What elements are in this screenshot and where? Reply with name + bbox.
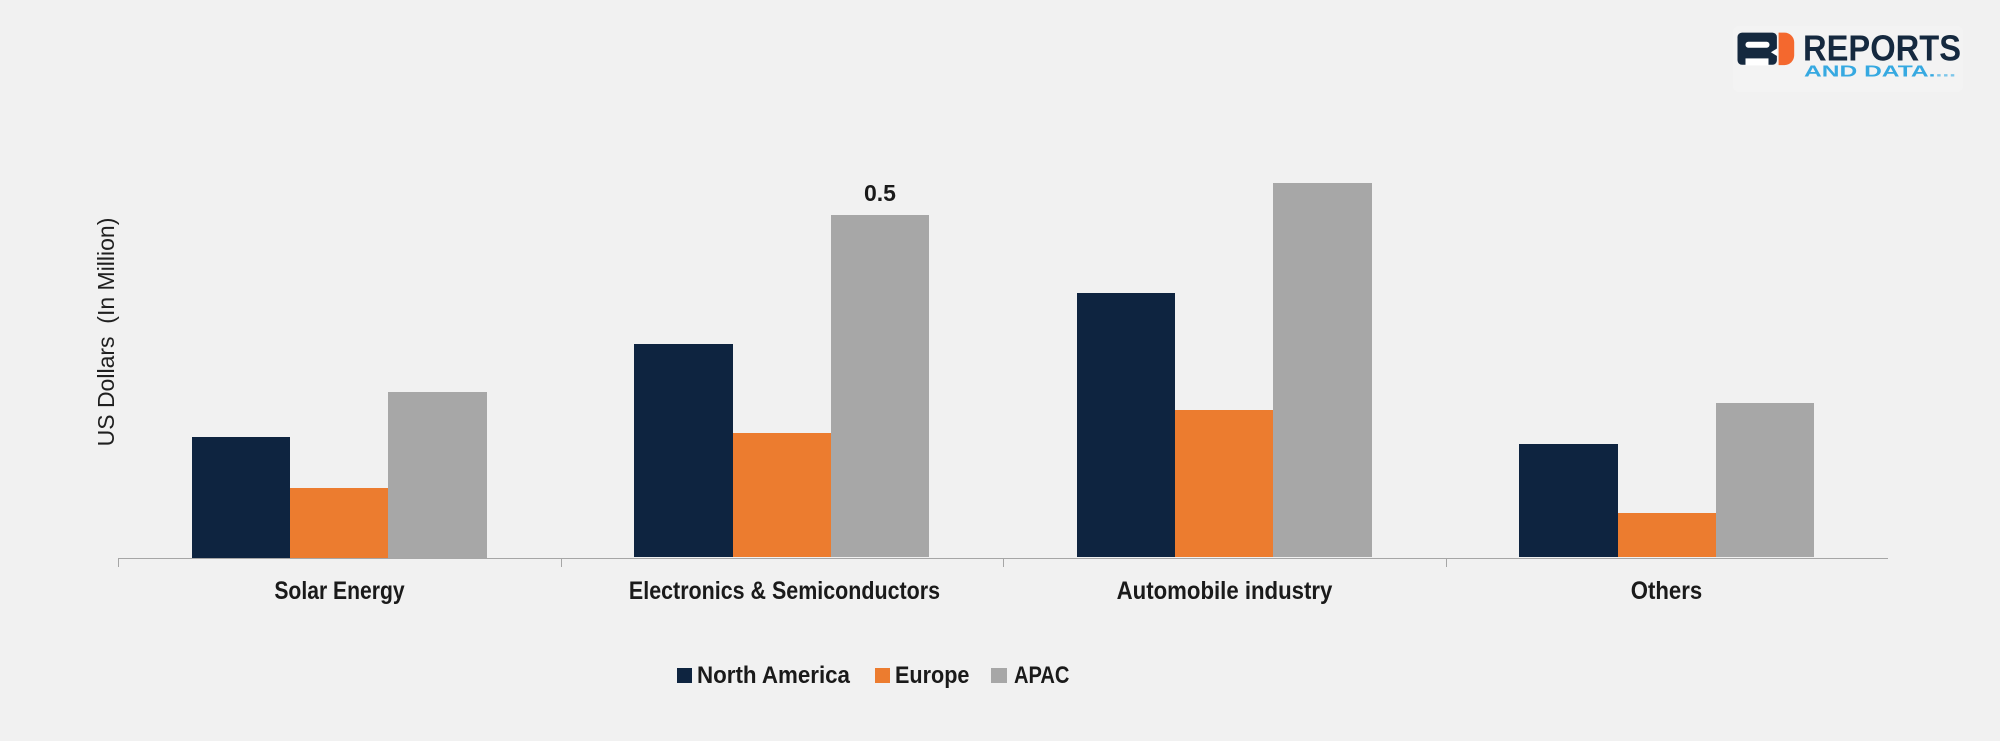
svg-text:AND DATA....: AND DATA.... <box>1804 64 1956 81</box>
svg-text:REPORTS: REPORTS <box>1803 28 1961 69</box>
